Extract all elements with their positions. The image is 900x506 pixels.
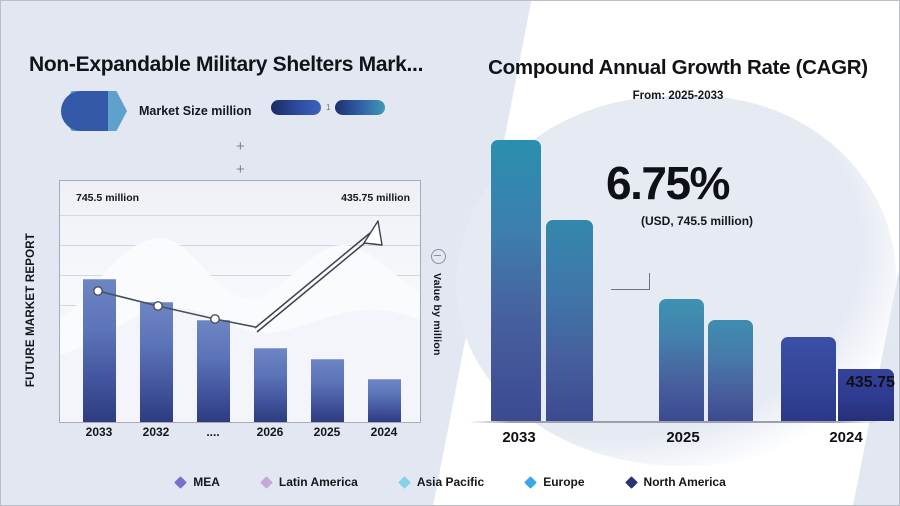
rbar-2033-a (491, 140, 541, 421)
rbar-2024-b (838, 369, 894, 421)
legend-diamond-icon-asia-pacific (397, 475, 411, 489)
rbar-2025-a (659, 299, 704, 421)
x-label-4: 2025 (313, 425, 341, 439)
legend-diamond-icon-mea (174, 475, 188, 489)
cagr-title: Compound Annual Growth Rate (CAGR) (488, 56, 868, 79)
x-label-3: 2026 (256, 425, 284, 439)
x-label-2: .... (206, 425, 220, 439)
rgroup-label-2033: 2033 (502, 429, 536, 446)
circle-minus-icon (431, 249, 446, 264)
rbar-2025-b (708, 320, 753, 421)
legend-item-mea[interactable]: MEA (174, 475, 220, 489)
left-x-axis-labels: 2033 2032 .... 2026 2025 2024 (59, 425, 421, 447)
pill-swatch-secondary (335, 100, 386, 115)
pill-legend-group: 1 (271, 100, 386, 115)
left-y-axis-label: FUTURE MARKET REPORT (25, 233, 37, 388)
cagr-subtitle: From: 2025-2033 (632, 90, 724, 102)
hexagon-logo-icon (61, 91, 127, 131)
legend-item-europe[interactable]: Europe (524, 475, 585, 489)
legend-item-asia-pacific[interactable]: Asia Pacific (397, 475, 485, 489)
corner-bracket-mark (611, 273, 650, 290)
right-chart-panel: Compound Annual Growth Rate (CAGR) From:… (451, 1, 899, 505)
left-chart-panel: Non-Expandable Military Shelters Mark...… (1, 1, 461, 505)
legend-label-mea: MEA (193, 475, 220, 489)
trend-overlay (93, 220, 383, 333)
left-chart-frame: ▤ ⌸ 745.5 million 435.75 million (59, 180, 421, 423)
annotation-left: 745.5 million (76, 192, 140, 204)
legend-diamond-icon-north-america (624, 475, 638, 489)
x-label-5: 2024 (370, 425, 398, 439)
legend-label-asia-pacific: Asia Pacific (416, 475, 485, 489)
legend: MEA Latin America Asia Pacific Europe No… (1, 475, 899, 489)
legend-diamond-icon-europe (524, 475, 538, 489)
bar-2025 (311, 359, 344, 422)
rgroup-label-2024: 2024 (829, 429, 863, 446)
legend-item-latin-america[interactable]: Latin America (260, 475, 358, 489)
legend-diamond-icon-latin-america (260, 475, 273, 489)
bar-2024 (368, 379, 401, 422)
pill-swatch-primary (271, 100, 321, 115)
value-label-435: 435.75 (846, 374, 895, 391)
bar-2032 (140, 302, 173, 422)
cagr-note: (USD, 745.5 million) (641, 214, 754, 228)
right-baseline (469, 421, 881, 423)
rbar-2033-b (546, 220, 593, 421)
rbar-2024-a (781, 337, 836, 421)
bar-2026 (254, 348, 287, 422)
plus-marks: + + (236, 139, 245, 177)
legend-label-latin-america: Latin America (278, 475, 358, 489)
x-label-1: 2032 (142, 425, 170, 439)
x-label-0: 2033 (85, 425, 113, 439)
brand-row: Market Size million (61, 89, 252, 133)
right-y-axis-label: Value by million (431, 273, 443, 356)
left-chart-title: Non-Expandable Military Shelters Mark... (29, 53, 424, 76)
plus-icon-1: + (236, 138, 245, 155)
annotation-right: 435.75 million (341, 192, 410, 204)
brand-label: Market Size million (139, 104, 252, 118)
cagr-value: 6.75% (606, 157, 730, 209)
rgroup-label-2025: 2025 (666, 429, 700, 446)
legend-label-north-america: North America (643, 475, 726, 489)
legend-item-north-america[interactable]: North America (624, 475, 726, 489)
legend-label-europe: Europe (543, 475, 585, 489)
bar-2033 (83, 279, 116, 422)
plus-icon-2: + (236, 161, 245, 178)
left-bars-layer (60, 181, 420, 422)
pill-separator: 1 (326, 103, 331, 112)
